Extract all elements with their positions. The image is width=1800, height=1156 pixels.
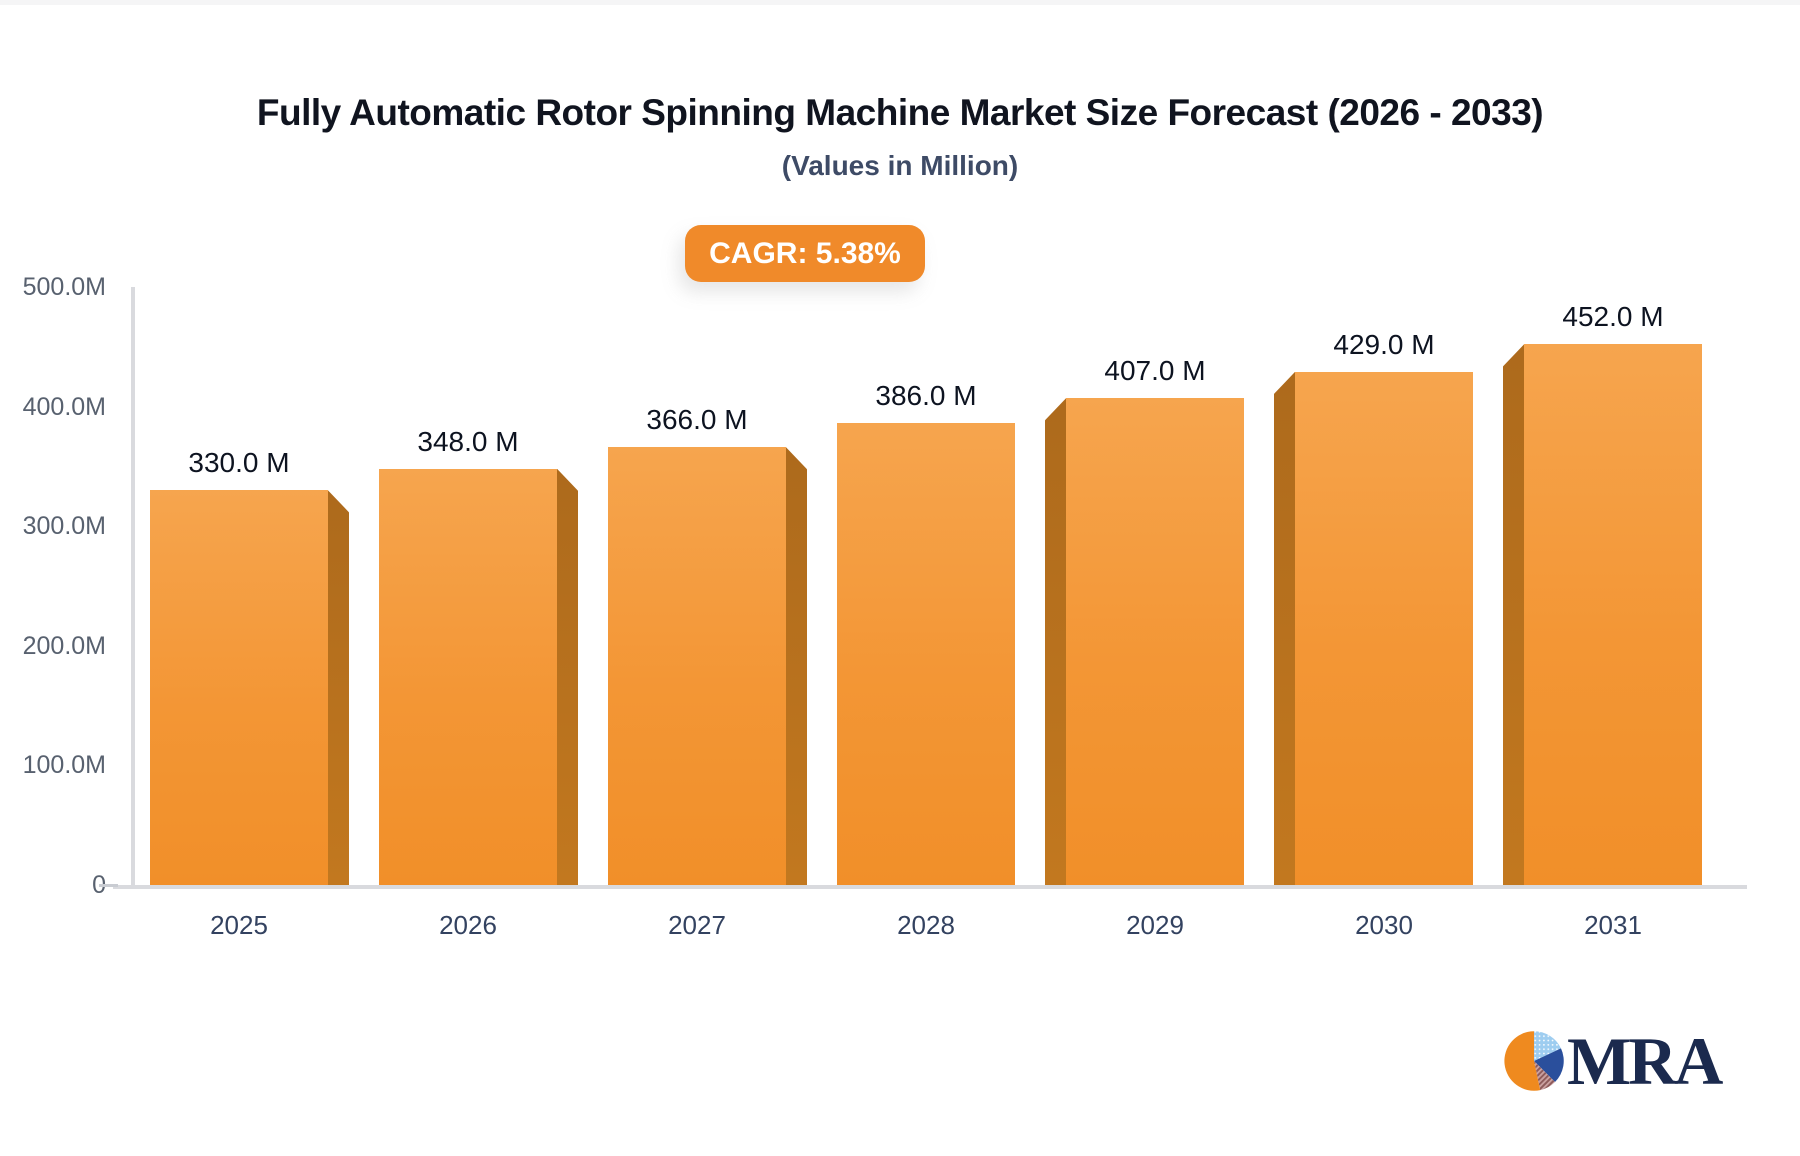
bar-side-2027 — [786, 447, 807, 885]
bar-2026 — [379, 468, 557, 885]
zero-tick-mark — [99, 884, 118, 887]
y-tick-label: 100.0M — [22, 751, 106, 780]
pie-chart-icon — [1504, 1031, 1564, 1091]
cagr-badge: CAGR: 5.38% — [685, 225, 925, 282]
bar-side-2026 — [557, 468, 578, 885]
y-tick-label: 300.0M — [22, 512, 106, 541]
bar-side-2025 — [328, 490, 349, 885]
y-tick-label: 500.0M — [22, 273, 106, 301]
bar-side-2030 — [1274, 371, 1295, 885]
mra-logo: MRA — [1503, 1023, 1723, 1099]
mra-logo-text: MRA — [1567, 1023, 1723, 1099]
cagr-badge-label: CAGR: 5.38% — [709, 236, 901, 270]
x-tick-label-2026: 2026 — [439, 910, 497, 940]
bar-2025 — [150, 490, 328, 885]
x-axis-baseline — [113, 885, 1747, 889]
top-border-strip — [0, 0, 1800, 5]
bar-value-label-2027: 366.0 M — [646, 404, 748, 436]
bar-value-label-2030: 429.0 M — [1333, 328, 1435, 360]
bar-value-label-2028: 386.0 M — [875, 380, 977, 412]
x-tick-label-2025: 2025 — [210, 910, 268, 940]
bar-side-2029 — [1045, 398, 1066, 885]
bar-value-label-2026: 348.0 M — [417, 425, 519, 457]
bar-2027 — [608, 447, 786, 885]
bar-2030 — [1295, 371, 1473, 885]
bar-2031 — [1524, 344, 1702, 885]
x-tick-label-2031: 2031 — [1584, 910, 1642, 940]
y-tick-label: 200.0M — [22, 631, 106, 660]
x-tick-label-2028: 2028 — [897, 910, 955, 940]
chart-subtitle: (Values in Million) — [781, 150, 1019, 181]
bar-value-label-2025: 330.0 M — [188, 447, 290, 479]
y-axis-line — [131, 287, 135, 885]
x-tick-label-2029: 2029 — [1126, 910, 1184, 940]
bar-value-label-2031: 452.0 M — [1562, 301, 1664, 333]
y-tick-label: 0 — [0, 870, 106, 900]
y-tick-label: 400.0M — [22, 392, 106, 421]
bar-value-label-2029: 407.0 M — [1104, 355, 1206, 387]
x-tick-label-2030: 2030 — [1355, 910, 1413, 940]
chart-title: Fully Automatic Rotor Spinning Machine M… — [256, 92, 1544, 133]
bar-side-2031 — [1503, 344, 1524, 885]
x-tick-label-2027: 2027 — [668, 910, 726, 940]
bar-2028 — [837, 423, 1015, 885]
bar-2029 — [1066, 398, 1244, 885]
